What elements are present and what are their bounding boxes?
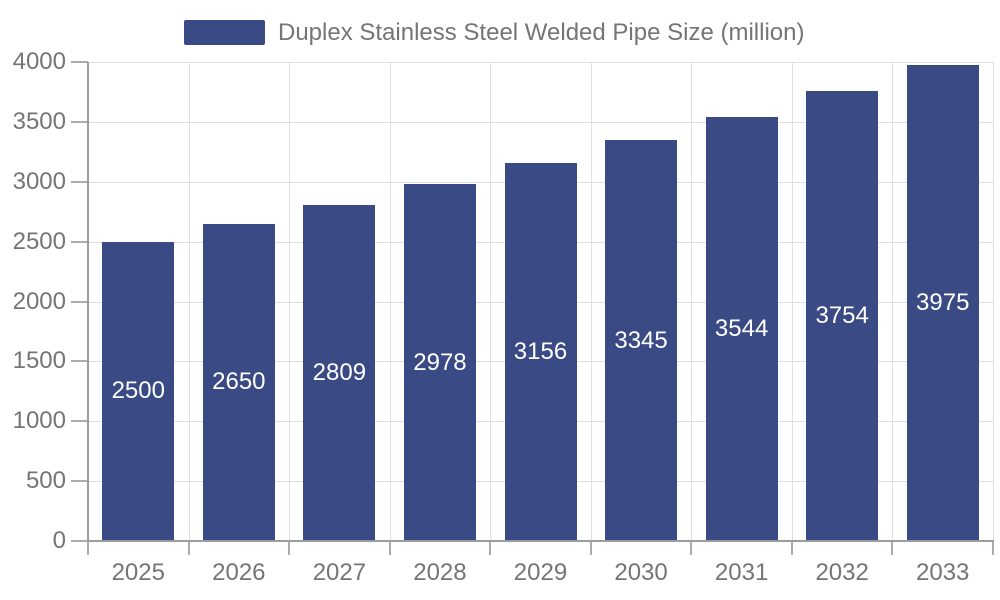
plot-area: 2500 2650 2809 2978 3156 3345 3544 3754 3975	[87, 62, 994, 542]
x-axis-label-2033: 2033	[916, 559, 970, 586]
x-axis-tick	[388, 541, 391, 555]
y-axis-tick	[71, 300, 88, 303]
legend-item[interactable]: Duplex Stainless Steel Welded Pipe Size …	[184, 18, 804, 46]
gridline-vertical	[892, 62, 894, 541]
y-axis-label-500: 500	[25, 467, 66, 495]
y-axis-line	[87, 62, 89, 542]
x-axis-tick	[187, 541, 190, 555]
y-axis-tick	[71, 180, 88, 183]
y-axis-tick	[71, 360, 88, 363]
bar-value-label: 3544	[714, 314, 769, 342]
x-axis-tick	[87, 541, 89, 555]
x-axis-label-2029: 2029	[513, 559, 568, 586]
x-axis-tick	[992, 541, 994, 555]
x-axis-tick	[589, 541, 592, 555]
gridline-vertical	[389, 62, 391, 541]
y-axis-label-3500: 3500	[12, 107, 66, 135]
gridline-vertical	[590, 62, 592, 541]
x-axis-tick	[891, 541, 894, 555]
x-axis-line	[87, 540, 994, 542]
y-axis-label-2500: 2500	[12, 227, 66, 255]
legend-label: Duplex Stainless Steel Welded Pipe Size …	[278, 19, 805, 46]
x-axis-label-2031: 2031	[714, 559, 769, 586]
x-axis-label-2026: 2026	[212, 559, 266, 586]
y-axis-label-1000: 1000	[12, 407, 66, 435]
x-axis-tick	[790, 541, 793, 555]
bar-value-label: 2500	[111, 377, 165, 405]
y-axis-tick	[71, 61, 88, 63]
bar-2027[interactable]: 2809	[303, 204, 376, 541]
y-axis-tick	[71, 420, 88, 423]
bar-2028[interactable]: 2978	[403, 184, 476, 541]
y-axis-tick	[71, 120, 88, 123]
x-axis-label-2027: 2027	[312, 559, 367, 586]
gridline-horizontal	[88, 121, 993, 123]
y-axis-label-1500: 1500	[12, 347, 66, 375]
y-axis-label-0: 0	[52, 527, 66, 554]
y-axis-label-2000: 2000	[12, 287, 66, 315]
x-axis-label-2025: 2025	[111, 559, 165, 586]
bar-2025[interactable]: 2500	[102, 241, 175, 541]
bar-2030[interactable]: 3345	[605, 140, 678, 541]
x-axis-label-2032: 2032	[815, 559, 869, 586]
gridline-vertical	[289, 62, 291, 541]
gridline-vertical	[791, 62, 793, 541]
bar-value-label: 2809	[312, 358, 367, 386]
bar-2026[interactable]: 2650	[202, 223, 275, 541]
bar-2032[interactable]: 3754	[806, 91, 879, 541]
x-axis-tick	[690, 541, 693, 555]
y-axis-tick	[71, 480, 88, 483]
bar-value-label: 3156	[513, 338, 568, 366]
bar-value-label: 3754	[815, 302, 869, 330]
bar-value-label: 2650	[212, 368, 266, 396]
gridline-vertical	[490, 62, 492, 541]
y-axis-tick	[71, 540, 88, 542]
bar-value-label: 2978	[413, 348, 467, 376]
bar-value-label: 3975	[916, 289, 970, 316]
bar-2033[interactable]: 3975	[906, 65, 979, 541]
bar-2029[interactable]: 3156	[504, 163, 577, 541]
bar-2031[interactable]: 3544	[705, 116, 778, 541]
gridline-vertical	[188, 62, 190, 541]
x-axis-tick	[288, 541, 291, 555]
bar-value-label: 3345	[614, 326, 668, 354]
gridline-vertical	[993, 62, 994, 541]
y-axis-label-4000: 4000	[12, 48, 66, 75]
y-axis-label-3000: 3000	[12, 167, 66, 195]
legend-swatch	[184, 19, 265, 45]
x-axis-label-2028: 2028	[413, 559, 467, 586]
gridline-horizontal	[88, 62, 993, 63]
x-axis-tick	[489, 541, 492, 555]
gridline-vertical	[691, 62, 693, 541]
y-axis-tick	[71, 240, 88, 243]
x-axis-label-2030: 2030	[614, 559, 668, 586]
